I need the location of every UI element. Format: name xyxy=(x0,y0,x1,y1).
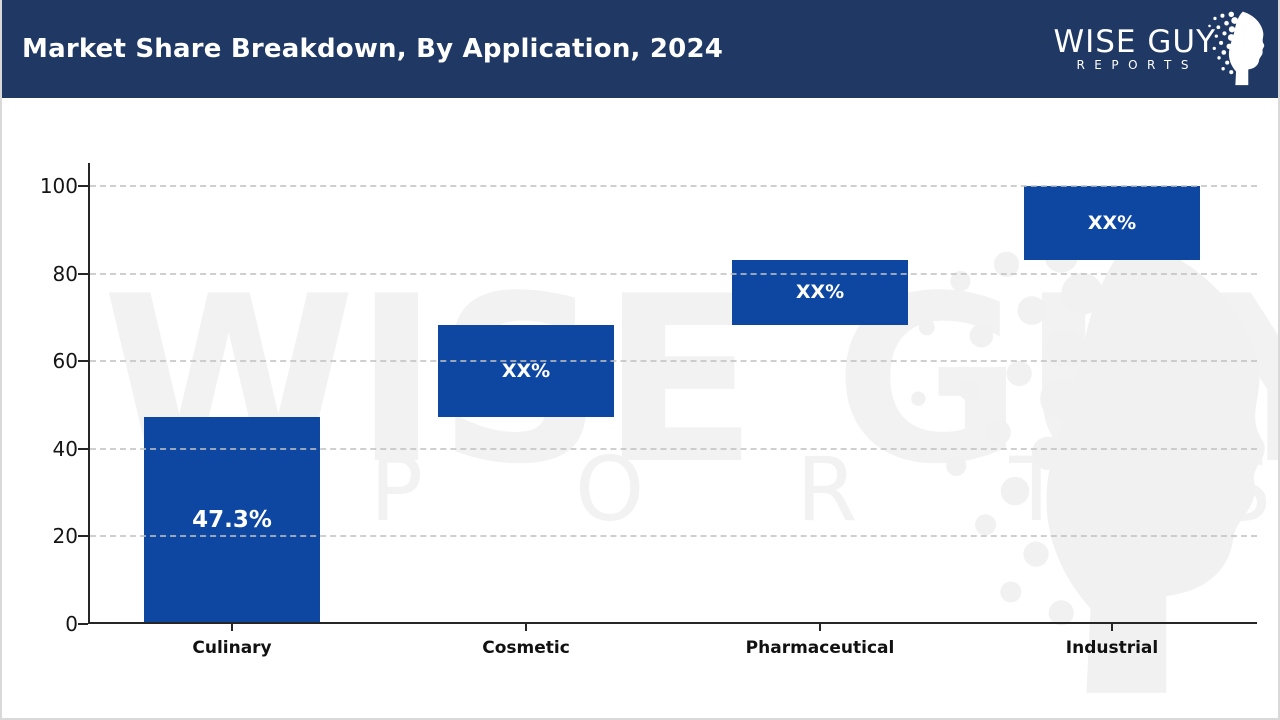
y-axis-tick xyxy=(78,185,88,187)
x-axis-tick xyxy=(525,624,527,631)
x-axis-tick xyxy=(231,624,233,631)
brand-logo: WISE GUY REPORTS xyxy=(1053,11,1268,87)
bar-value-label: XX% xyxy=(795,281,845,304)
x-axis-label-culinary: Culinary xyxy=(192,638,272,658)
y-axis-tick-label: 20 xyxy=(52,524,78,549)
y-axis-tick xyxy=(78,623,88,625)
x-axis-tick xyxy=(819,624,821,631)
bar-cosmetic: XX% xyxy=(438,325,614,417)
brand-logo-text: WISE GUY REPORTS xyxy=(1053,26,1216,72)
y-axis-tick xyxy=(78,535,88,538)
y-axis-tick-label: 100 xyxy=(39,174,78,198)
bar-culinary: 47.3% xyxy=(144,416,320,624)
y-axis-spine xyxy=(88,163,90,624)
gridline-60 xyxy=(90,360,1257,363)
logo-head-icon xyxy=(1207,11,1265,86)
y-axis-tick xyxy=(78,360,88,363)
page-title: Market Share Breakdown, By Application, … xyxy=(22,34,724,64)
y-axis-tick xyxy=(78,447,88,450)
brand-name: WISE GUY xyxy=(1053,23,1216,60)
gridline-20 xyxy=(90,535,1257,538)
gridline-100 xyxy=(90,185,1257,187)
y-axis-tick-label: 80 xyxy=(52,261,78,286)
bar-value-label: XX% xyxy=(501,360,551,383)
gridline-80 xyxy=(90,272,1257,275)
bar-industrial: XX% xyxy=(1024,186,1200,260)
gridline-40 xyxy=(90,447,1257,450)
x-axis-label-cosmetic: Cosmetic xyxy=(482,638,570,658)
y-axis-tick-label: 0 xyxy=(65,612,78,636)
x-axis-spine xyxy=(88,622,1257,624)
header: Market Share Breakdown, By Application, … xyxy=(2,0,1278,98)
y-axis-tick xyxy=(78,272,88,275)
y-axis-tick-label: 40 xyxy=(52,436,78,461)
x-axis-tick xyxy=(1111,624,1113,631)
brand-subname: REPORTS xyxy=(1076,58,1198,73)
x-axis-label-pharmaceutical: Pharmaceutical xyxy=(745,638,895,658)
bar-value-label: XX% xyxy=(1087,211,1137,234)
watermark-head-icon xyxy=(911,239,1265,693)
y-axis-tick-label: 60 xyxy=(52,349,78,374)
bar-pharmaceutical: XX% xyxy=(732,259,908,326)
x-axis-label-industrial: Industrial xyxy=(1065,638,1159,658)
bar-value-label: 47.3% xyxy=(192,507,272,534)
